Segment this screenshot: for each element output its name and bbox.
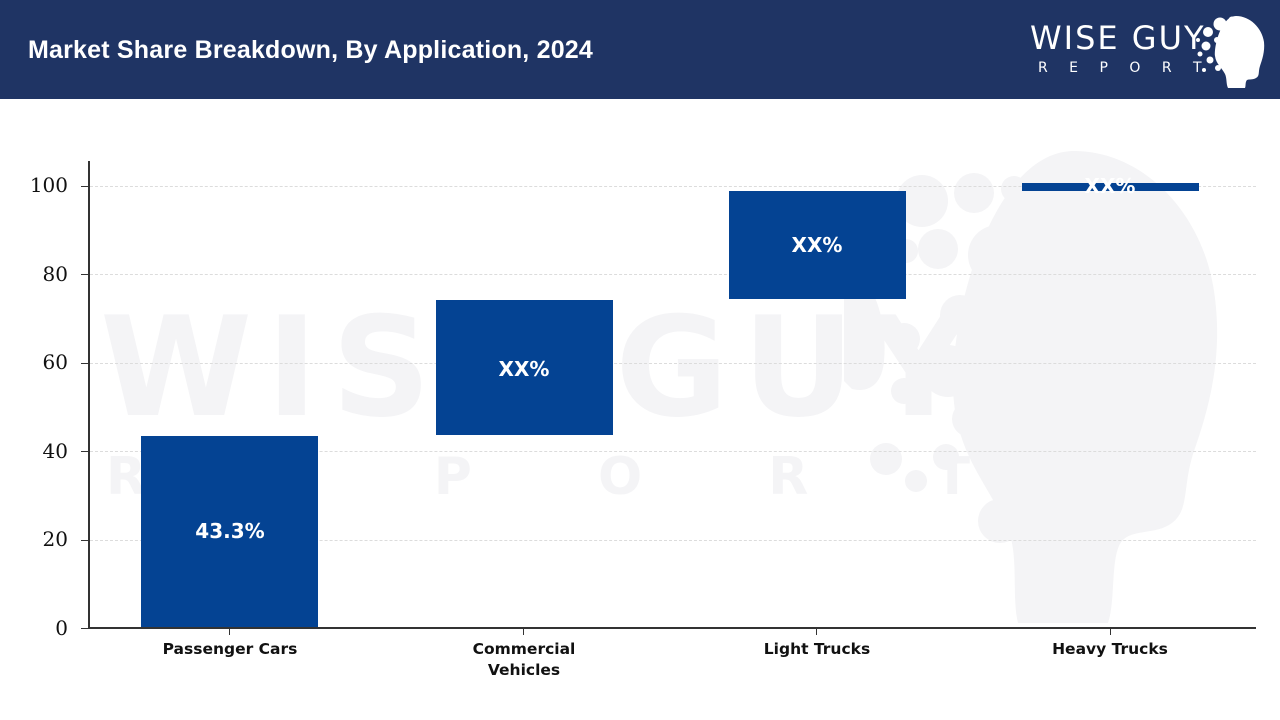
y-tick-mark-60 — [81, 363, 88, 364]
y-tick-label-0: 0 — [55, 616, 68, 640]
x-tick-mark-commercial-vehicles — [523, 628, 524, 635]
gridline-100 — [90, 186, 1256, 187]
y-tick-mark-20 — [81, 540, 88, 541]
logo-wordmark-secondary: R E P O R T S — [1038, 60, 1241, 76]
y-tick-mark-40 — [81, 451, 88, 452]
bar-light-trucks[interactable] — [729, 191, 906, 299]
gridline-60 — [90, 363, 1256, 364]
y-tick-mark-0 — [81, 628, 88, 629]
gridline-40 — [90, 451, 1256, 452]
y-tick-label-80: 80 — [42, 262, 68, 286]
y-tick-label-40: 40 — [42, 439, 68, 463]
logo-wordmark-primary: WISE GUY — [1030, 19, 1206, 57]
gridline-20 — [90, 540, 1256, 541]
y-tick-mark-100 — [81, 186, 88, 187]
y-axis-line — [88, 161, 90, 628]
page-title: Market Share Breakdown, By Application, … — [28, 36, 594, 64]
bar-passenger-cars[interactable] — [141, 436, 318, 628]
x-tick-mark-light-trucks — [816, 628, 817, 635]
y-tick-label-100: 100 — [29, 173, 68, 197]
x-tick-label-heavy-trucks: Heavy Trucks — [1052, 640, 1168, 658]
brand-logo: WISE GUY R E P O R T S — [1012, 8, 1274, 92]
x-tick-label-commercial-vehicles: Commercial Vehicles — [472, 640, 576, 679]
x-tick-label-light-trucks: Light Trucks — [763, 640, 871, 658]
y-tick-mark-80 — [81, 274, 88, 275]
x-tick-label-passenger-cars: Passenger Cars — [162, 640, 298, 658]
bar-commercial-vehicles[interactable] — [436, 300, 613, 435]
x-tick-mark-passenger-cars — [229, 628, 230, 635]
chart-plot-area: WISE GUY R E P O R T S — [0, 99, 1280, 720]
gridline-80 — [90, 274, 1256, 275]
x-axis-line — [88, 627, 1256, 629]
bar-heavy-trucks[interactable] — [1022, 183, 1199, 191]
y-tick-label-60: 60 — [42, 350, 68, 374]
head-silhouette-icon — [1196, 16, 1265, 88]
y-tick-label-20: 20 — [42, 527, 68, 551]
x-tick-mark-heavy-trucks — [1110, 628, 1111, 635]
header-banner: Market Share Breakdown, By Application, … — [0, 0, 1280, 99]
